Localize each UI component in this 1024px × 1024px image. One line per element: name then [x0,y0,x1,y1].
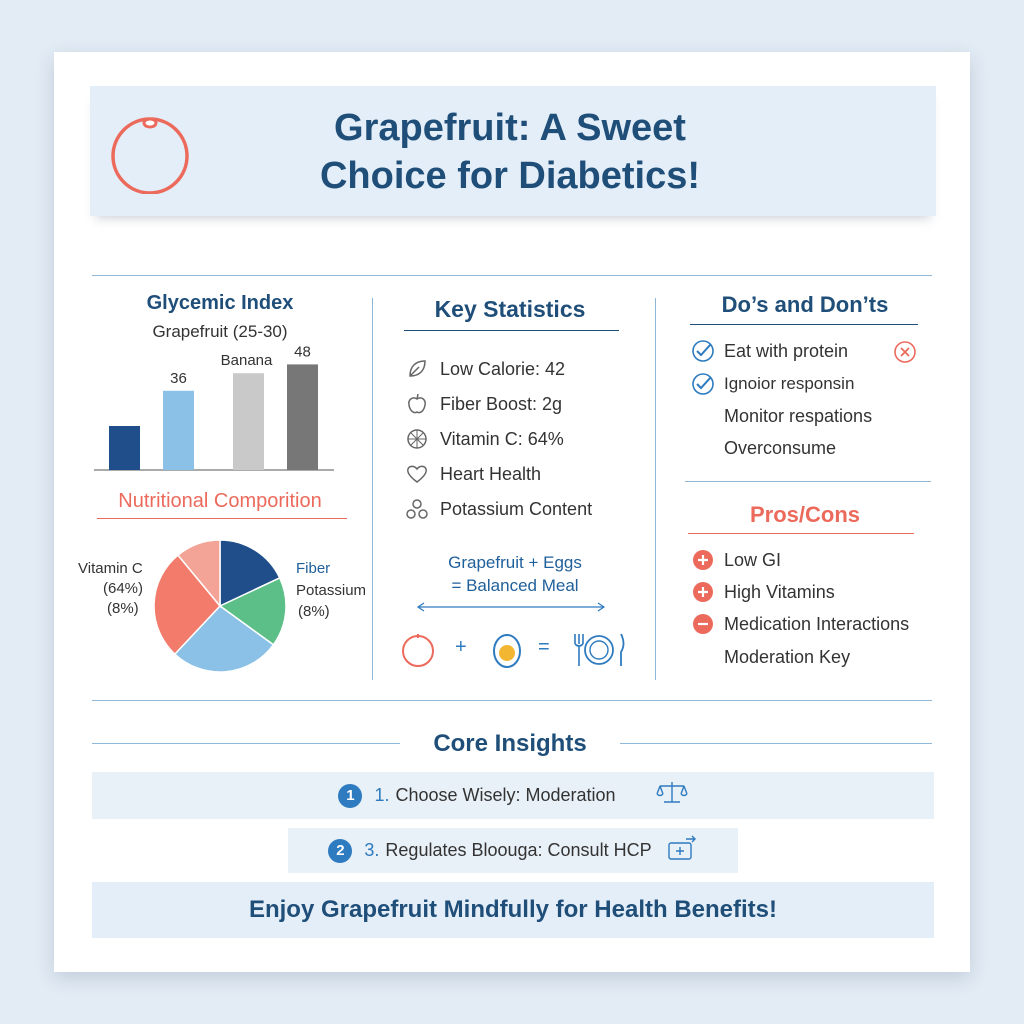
stat-row-fiber: Fiber Boost: 2g [402,389,562,419]
pie-label-fiber: Fiber [296,560,331,577]
combo-line2: = Balanced Meal [451,576,579,595]
molecule-icon [402,498,432,520]
plus-icon [690,581,716,603]
stats-underline [404,330,619,331]
glycemic-title: Glycemic Index [146,292,294,314]
pie-slice [218,576,287,646]
do-item: Ignoior responsin [690,370,854,398]
gi-bar [163,390,194,470]
insight-row-2: 2 3. Regulates Bloouga: Consult HCP [288,828,738,873]
pie-slice [153,554,221,656]
con-item: Moderation Key [724,646,851,667]
footer-banner: Enjoy Grapefruit Mindfully for Health Be… [92,882,934,938]
pie-slice [219,539,281,608]
insights-line-left [92,743,400,744]
insight-text: Choose Wisely: Moderation [395,785,616,805]
pros-title: Pros/Cons [749,502,861,527]
stat-label: Low Calorie: 42 [440,358,566,379]
pro-item: Low GI [690,546,781,574]
stat-row-calorie: Low Calorie: 42 [402,354,565,384]
dont-item: Monitor respations [724,405,873,426]
dos-underline [690,324,918,325]
insight-prefix: 1. [374,785,390,805]
dont-item: Overconsume [724,437,837,458]
nutrition-title: Nutritional Comporition [118,490,322,512]
insight-row-1: 1 1. Choose Wisely: Moderation [92,772,934,819]
pie-label-vitamin: Vitamin C [78,560,143,577]
divider-top [92,275,932,276]
insights-title: Core Insights [433,730,587,757]
insight-badge: 2 [328,838,353,863]
scale-icon [655,780,688,811]
header-banner: Grapefruit: A Sweet Choice for Diabetics… [90,86,936,216]
stats-title: Key Statistics [434,296,586,322]
plus-icon [690,549,716,571]
insight-prefix: 3. [364,840,380,860]
gi-bar-label: 36 [170,370,187,387]
pie-slice [173,605,275,673]
dos-title: Do’s and Don’ts [721,292,889,317]
minus-icon [690,613,716,635]
heart-icon [402,463,432,485]
check-icon [690,372,716,396]
plate-cutlery-icon [574,633,625,666]
check-icon [690,339,716,363]
grapefruit-icon [111,117,189,194]
gi-bar [233,373,264,470]
pie-label-potassium: Potassium [296,582,367,599]
divider-right [655,298,656,680]
insight-text: Regulates Bloouga: Consult HCP [385,840,652,860]
nutrition-underline [97,518,347,519]
stat-row-vitamin: Vitamin C: 64% [402,424,564,454]
divider-left [372,298,373,680]
dos-pros-divider [685,481,931,482]
divider-middle [92,700,932,701]
apple-icon [402,392,432,416]
gi-bar [287,364,318,470]
pie-label-vitamin-pct2: (8%) [107,600,139,617]
do-item: Eat with protein [690,337,848,365]
medical-kit-icon [666,834,698,867]
stat-label: Fiber Boost: 2g [440,393,563,414]
stat-row-heart: Heart Health [402,459,541,489]
insights-line-right [620,743,932,744]
stat-label: Potassium Content [440,498,593,519]
pie-label-potassium-pct: (8%) [298,603,330,620]
combo-line1: Grapefruit + Eggs [448,553,582,572]
leaf-icon [402,358,432,380]
citrus-icon [402,428,432,450]
stat-label: Heart Health [440,463,542,484]
insight-badge: 1 [338,783,363,808]
con-item: Medication Interactions [690,610,909,638]
cross-icon [894,341,916,363]
grapefruit-small-icon [402,634,434,667]
gi-bar [109,426,140,470]
glycemic-bar-chart: 36 Banana 48 [94,343,334,471]
combo-plus: + [455,636,467,658]
nutrition-pie-chart [153,539,287,673]
double-arrow-icon [416,602,606,612]
glycemic-subtitle: Grapefruit (25-30) [152,322,288,341]
gi-bar-label: 48 [294,343,311,360]
combo-equals: = [538,636,550,658]
egg-icon [493,634,521,668]
stat-row-potassium: Potassium Content [402,494,592,524]
pie-slice [176,539,221,609]
pros-underline [688,533,914,534]
page-title: Grapefruit: A Sweet Choice for Diabetics… [319,107,701,197]
pro-item: High Vitamins [690,578,835,606]
pie-label-vitamin-pct: (64%) [103,580,144,597]
gi-bar-label: Banana [221,352,273,369]
stat-label: Vitamin C: 64% [440,428,564,449]
